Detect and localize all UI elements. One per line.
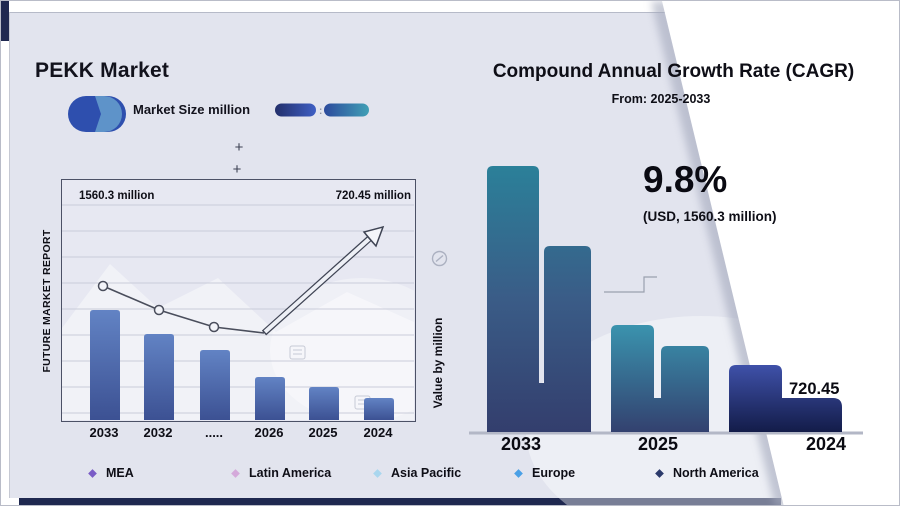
navy-accent-bottom <box>19 498 781 505</box>
trend-line <box>102 285 265 334</box>
legend-item-north-america: North America <box>654 466 759 480</box>
cagr-title: Compound Annual Growth Rate (CAGR) <box>492 61 855 82</box>
market-size-chart <box>62 204 414 420</box>
navy-accent-top-left <box>1 1 9 41</box>
market-size-icon <box>68 96 126 132</box>
watermark-future-market-report: FUTURE MARKET REPORT <box>41 229 53 373</box>
ratio-pills: : <box>275 103 369 117</box>
diamond-icon <box>88 468 97 478</box>
left-axis-label-2026: 2026 <box>254 425 284 440</box>
cagr-value: 9.8% <box>643 159 728 200</box>
bar-group-2025 <box>611 325 709 432</box>
cagr-chart: 720.45 <box>469 166 863 435</box>
left-axis-label-2032: 2032 <box>143 425 173 440</box>
ratio-colon: : <box>319 106 322 117</box>
left-axis-label-2025: 2025 <box>308 425 338 440</box>
diamond-icon <box>514 468 523 478</box>
bar-group-2024 <box>729 365 842 432</box>
trend-markers <box>97 280 220 333</box>
growth-arrow <box>261 225 385 336</box>
legend-item-latin-america: Latin America <box>230 466 331 480</box>
step-decoration <box>604 276 657 293</box>
legend-label: Asia Pacific <box>391 466 462 480</box>
left-axis-label-2024: 2024 <box>363 425 393 440</box>
right-axis-label-2024: 2024 <box>805 434 847 454</box>
cagr-note: (USD, 1560.3 million) <box>643 209 777 224</box>
legend-label: North America <box>673 466 759 480</box>
legend-item-mea: MEA <box>87 466 134 480</box>
diamond-icon <box>373 468 382 478</box>
value-start-label: 1560.3 million <box>79 190 155 202</box>
right-axis-label-2033: 2033 <box>500 434 542 454</box>
page-title: PEKK Market <box>35 59 170 82</box>
diamond-icon <box>231 468 240 478</box>
cagr-subtitle: From: 2025-2033 <box>611 92 711 106</box>
market-size-label: Market Size million <box>133 102 251 117</box>
plus-decoration-1: + <box>234 139 244 156</box>
value-720-label: 720.45 <box>789 380 839 398</box>
diamond-icon <box>655 468 664 478</box>
left-axis-label-2033: 2033 <box>89 425 119 440</box>
legend-item-europe: Europe <box>513 466 575 480</box>
legend-label: Europe <box>532 466 576 480</box>
left-axis-label-ellipsis: ..... <box>204 425 224 440</box>
right-axis-label-2025: 2025 <box>637 434 679 454</box>
clock-decoration-icon <box>431 250 448 267</box>
bar-group-2033 <box>487 166 591 432</box>
legend-item-asia-pacific: Asia Pacific <box>372 466 461 480</box>
value-end-label: 720.45 million <box>335 190 411 202</box>
plus-decoration-2: + <box>232 161 242 178</box>
legend-label: Latin America <box>249 466 332 480</box>
gridlines <box>62 204 414 414</box>
market-size-bars <box>90 310 394 420</box>
legend-label: MEA <box>106 466 134 480</box>
y-axis-title: Value by million <box>431 317 445 409</box>
market-size-chart-panel <box>61 179 416 422</box>
